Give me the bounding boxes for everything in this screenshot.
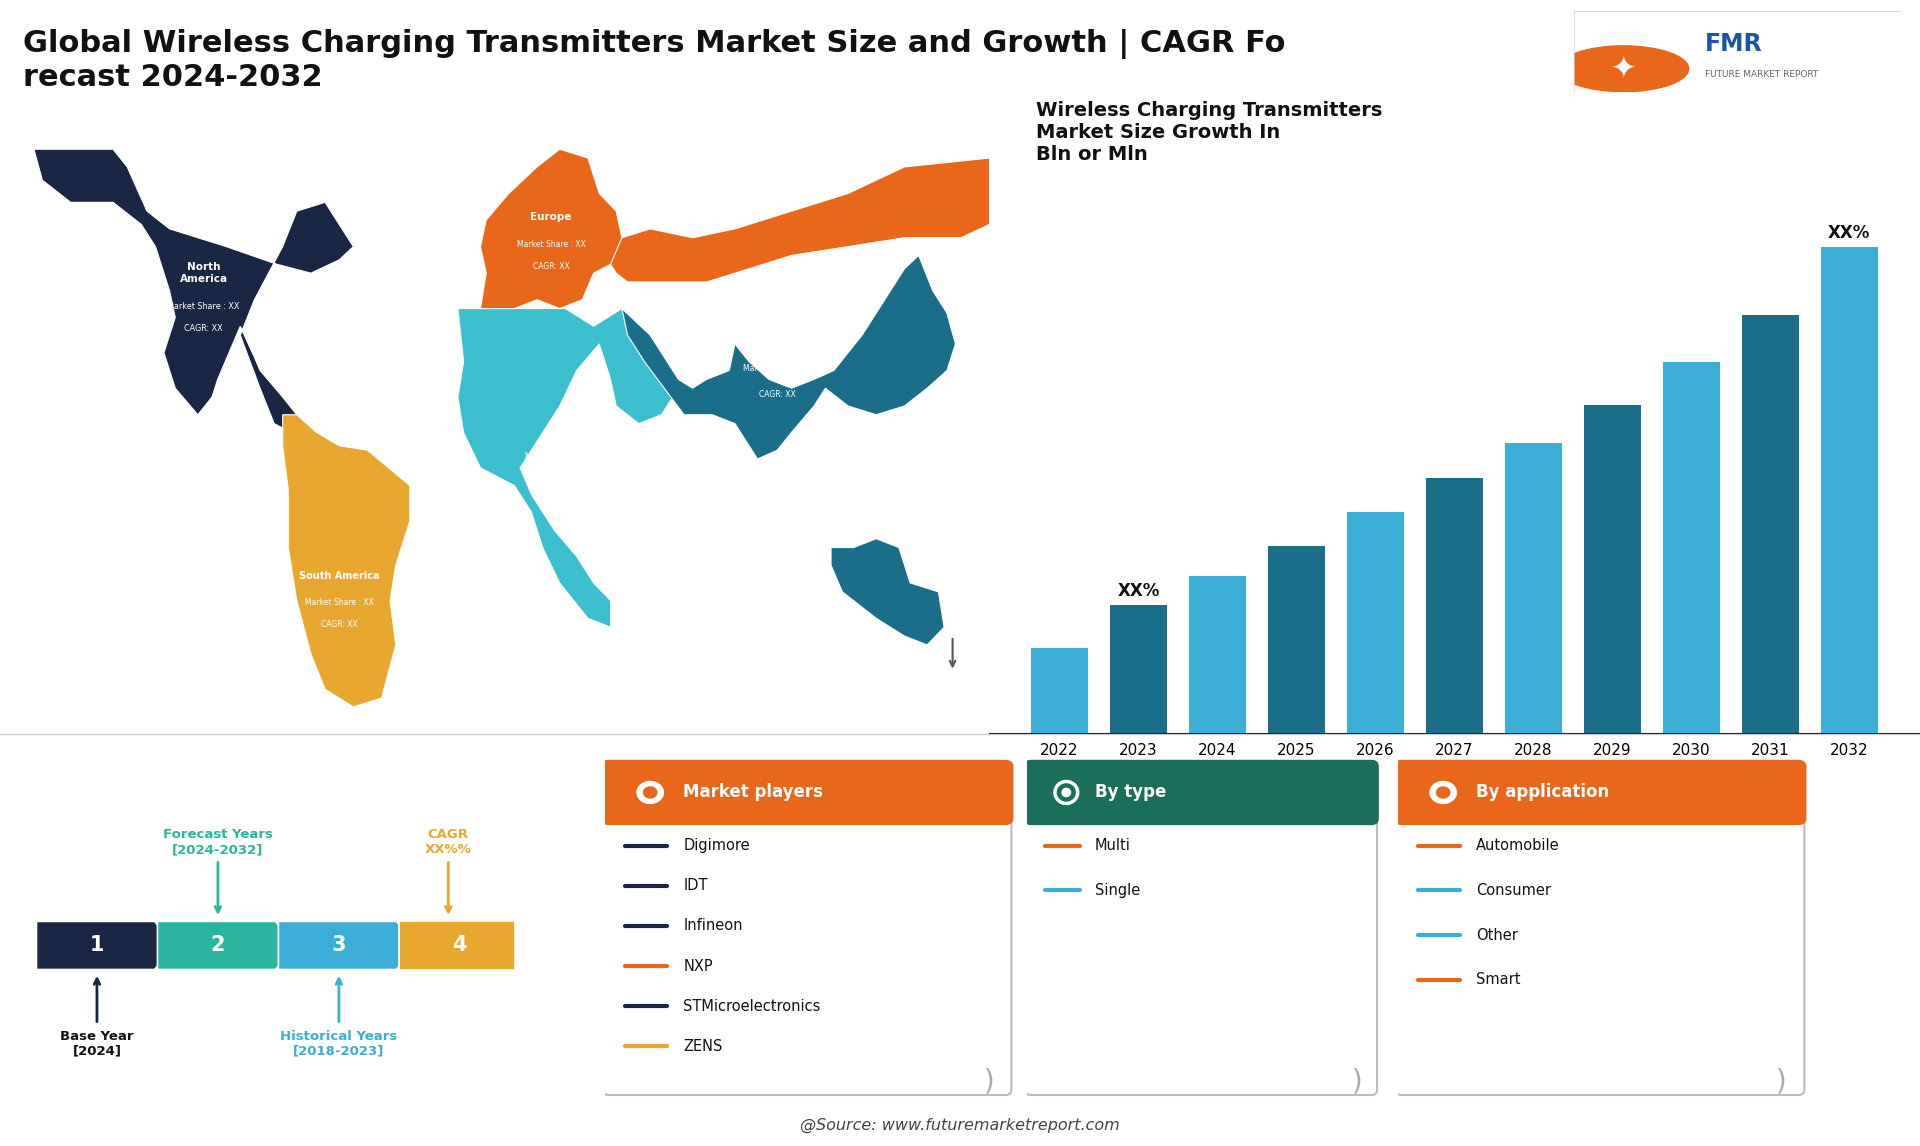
Text: Forecast Years
[2024-2032]: Forecast Years [2024-2032] <box>163 829 273 856</box>
Text: ): ) <box>1352 1067 1363 1096</box>
Text: STMicroelectronics: STMicroelectronics <box>684 998 820 1014</box>
Bar <box>1741 315 1799 733</box>
Text: ZENS: ZENS <box>684 1038 722 1054</box>
Text: Automobile: Automobile <box>1476 838 1559 854</box>
Bar <box>1031 649 1089 733</box>
Text: Smart: Smart <box>1476 972 1521 988</box>
Text: Market Share : XX: Market Share : XX <box>526 452 593 461</box>
Text: Market Share : XX: Market Share : XX <box>743 363 812 372</box>
Text: Infineon: Infineon <box>684 918 743 934</box>
Polygon shape <box>831 539 945 645</box>
Text: By application: By application <box>1476 784 1609 801</box>
Text: @Source: www.futuremarketreport.com: @Source: www.futuremarketreport.com <box>801 1117 1119 1133</box>
Text: Market Share : XX: Market Share : XX <box>305 598 374 607</box>
FancyBboxPatch shape <box>1023 760 1379 825</box>
Text: By type: By type <box>1094 784 1165 801</box>
Text: North
America: North America <box>179 262 228 284</box>
Text: Other: Other <box>1476 927 1519 943</box>
Bar <box>1110 605 1167 733</box>
Text: CAGR: XX: CAGR: XX <box>184 323 223 332</box>
Text: ✦: ✦ <box>1611 54 1636 84</box>
Circle shape <box>637 782 664 803</box>
Text: Market Share : XX: Market Share : XX <box>516 240 586 249</box>
Text: ): ) <box>1776 1067 1788 1096</box>
Text: CAGR: XX: CAGR: XX <box>541 479 578 487</box>
Text: ): ) <box>983 1067 995 1096</box>
Text: CAGR
XX%%: CAGR XX%% <box>424 829 472 856</box>
Text: FUTURE MARKET REPORT: FUTURE MARKET REPORT <box>1705 70 1818 79</box>
Text: Base Year
[2024]: Base Year [2024] <box>60 1029 134 1058</box>
Text: Digimore: Digimore <box>684 838 751 854</box>
Text: CAGR: XX: CAGR: XX <box>534 261 570 270</box>
Text: CAGR: XX: CAGR: XX <box>758 390 795 399</box>
Bar <box>1820 248 1878 733</box>
Text: 4: 4 <box>453 935 467 956</box>
Bar <box>1584 405 1642 733</box>
Polygon shape <box>35 149 353 432</box>
Text: Global Wireless Charging Transmitters Market Size and Growth | CAGR Fo
recast 20: Global Wireless Charging Transmitters Ma… <box>23 29 1286 92</box>
Polygon shape <box>36 921 173 970</box>
Bar <box>1267 545 1325 733</box>
Circle shape <box>1436 787 1450 798</box>
Bar <box>1188 575 1246 733</box>
Polygon shape <box>622 256 956 460</box>
Text: CAGR: XX: CAGR: XX <box>321 620 357 629</box>
Text: Single: Single <box>1094 882 1140 898</box>
Text: Market players: Market players <box>684 784 824 801</box>
Text: 2: 2 <box>211 935 225 956</box>
FancyBboxPatch shape <box>1394 760 1807 825</box>
Text: XX%: XX% <box>1828 225 1870 242</box>
Text: FMR: FMR <box>1705 32 1763 55</box>
Text: Consumer: Consumer <box>1476 882 1551 898</box>
Text: 3: 3 <box>332 935 346 956</box>
Bar <box>1348 511 1404 733</box>
Bar <box>1663 362 1720 733</box>
Circle shape <box>1430 782 1457 803</box>
Polygon shape <box>157 921 294 970</box>
Circle shape <box>643 787 657 798</box>
Text: 1: 1 <box>90 935 104 956</box>
Text: Wireless Charging Transmitters
Market Size Growth In
Bln or Mln: Wireless Charging Transmitters Market Si… <box>1037 101 1382 164</box>
Text: Europe: Europe <box>530 212 572 222</box>
Polygon shape <box>593 158 1018 282</box>
Text: Asia Pacific: Asia Pacific <box>743 336 810 346</box>
Bar <box>1505 444 1561 733</box>
Circle shape <box>1559 46 1690 92</box>
Text: Market Share : XX: Market Share : XX <box>167 301 240 311</box>
Text: South America: South America <box>300 571 380 581</box>
Text: MEA: MEA <box>547 424 572 434</box>
Polygon shape <box>480 149 622 308</box>
Text: NXP: NXP <box>684 958 712 974</box>
FancyBboxPatch shape <box>601 760 1014 825</box>
Text: Multi: Multi <box>1094 838 1131 854</box>
Bar <box>1427 478 1482 733</box>
Polygon shape <box>399 921 515 970</box>
Circle shape <box>1062 788 1071 796</box>
Text: Historical Years
[2018-2023]: Historical Years [2018-2023] <box>280 1029 397 1058</box>
Polygon shape <box>278 921 415 970</box>
Polygon shape <box>282 415 409 707</box>
Text: IDT: IDT <box>684 878 708 894</box>
Polygon shape <box>459 308 672 627</box>
Text: XX%: XX% <box>1117 582 1160 601</box>
